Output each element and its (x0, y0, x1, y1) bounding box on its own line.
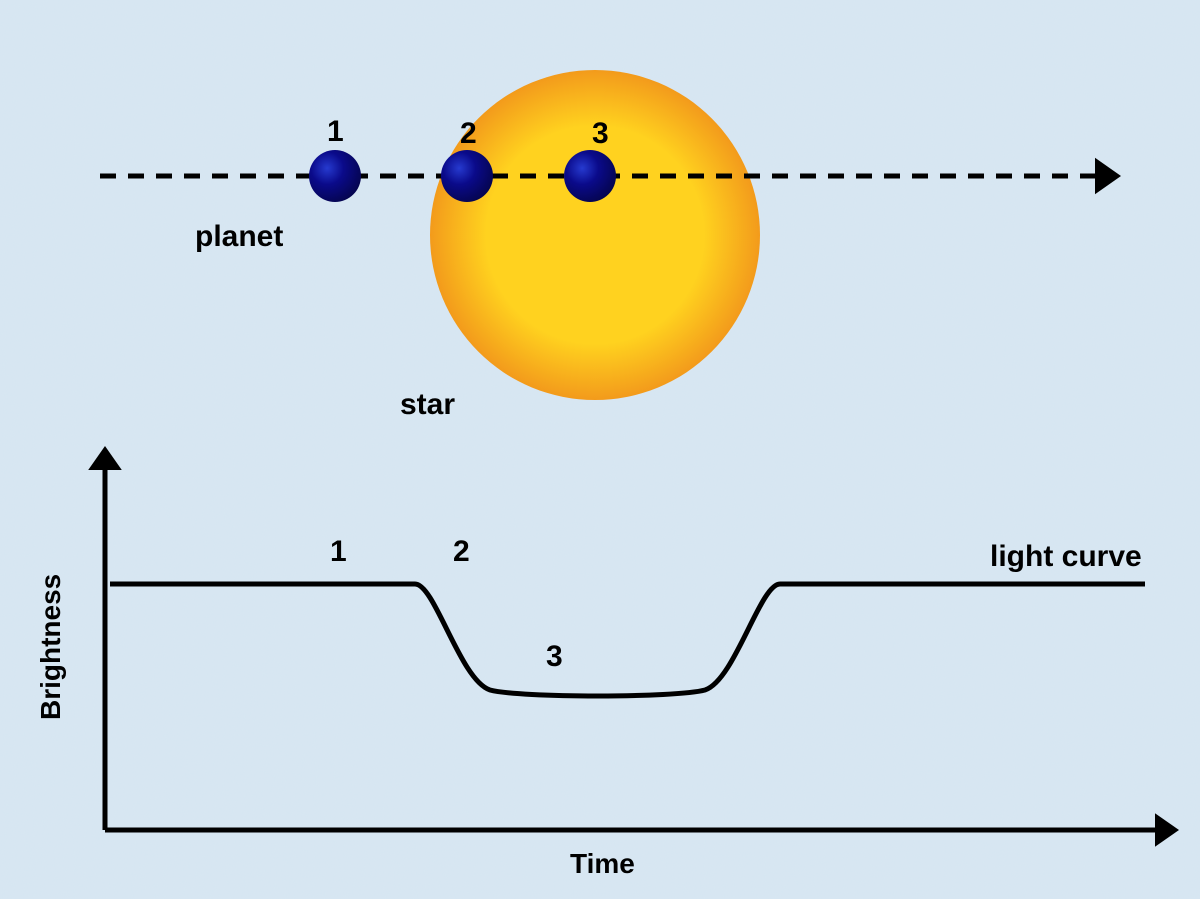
planet-body (309, 150, 361, 202)
y-axis-label: Brightness (35, 574, 67, 720)
planet-body (441, 150, 493, 202)
planet-number-2: 2 (460, 117, 477, 151)
curve-point-1: 1 (330, 535, 347, 569)
planet-caption: planet (195, 220, 283, 254)
curve-point-3: 3 (546, 640, 563, 674)
x-axis-label: Time (570, 848, 635, 880)
planet-body (564, 150, 616, 202)
planet-number-3: 3 (592, 117, 609, 151)
light-curve-label: light curve (990, 540, 1142, 574)
star-label: star (400, 388, 455, 422)
planet-number-1: 1 (327, 115, 344, 149)
curve-point-2: 2 (453, 535, 470, 569)
